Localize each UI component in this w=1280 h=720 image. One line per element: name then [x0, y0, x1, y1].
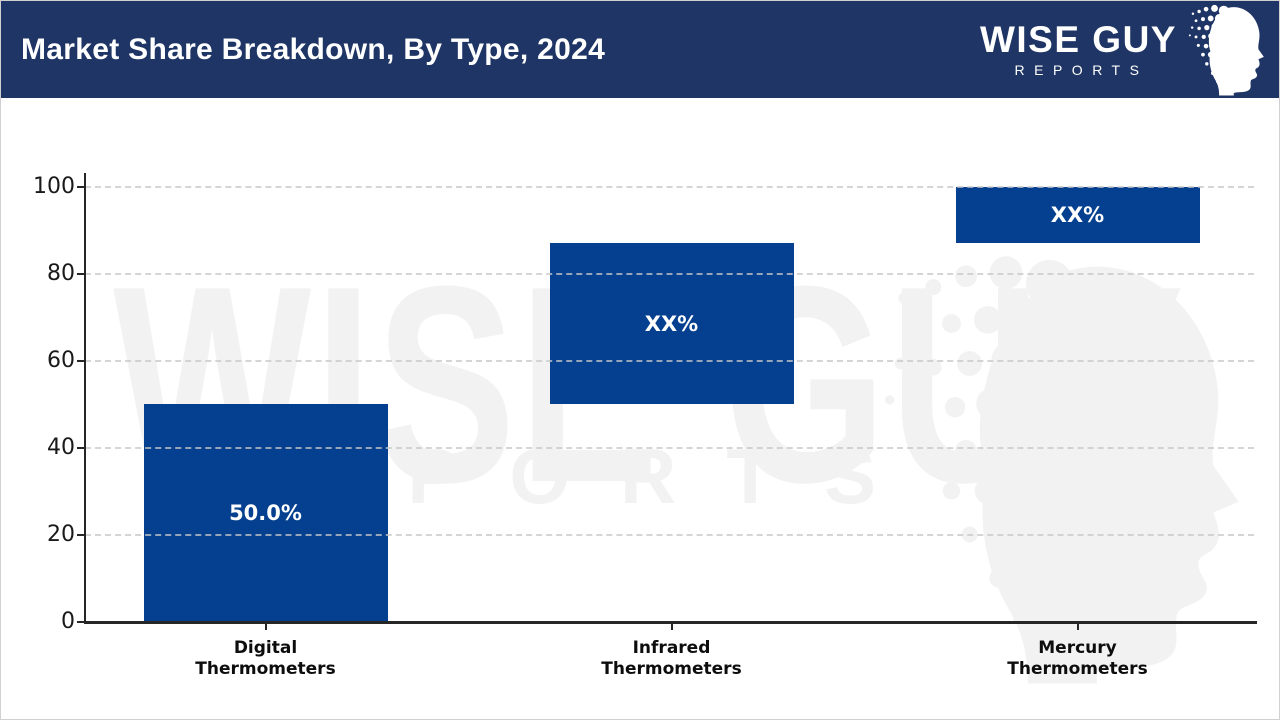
wiseguy-logo-text: WISE GUY REPORTS: [980, 21, 1177, 78]
gridline-100: [85, 186, 1254, 188]
x-category-label: Digital Thermometers: [195, 638, 336, 679]
y-tick-label: 80: [47, 260, 75, 286]
y-tick-label: 40: [47, 434, 75, 460]
x-category-label: Infrared Thermometers: [601, 638, 742, 679]
gridline-60: [85, 359, 1254, 362]
y-tick-label: 0: [61, 608, 75, 634]
y-tick-mark: [77, 446, 85, 449]
bar-2: [549, 243, 794, 405]
gridline-20: [85, 533, 1254, 536]
y-tick-label: 20: [47, 521, 75, 547]
y-axis-spine: [84, 173, 86, 624]
y-tick-mark: [77, 272, 85, 275]
y-tick-label: 60: [47, 347, 75, 373]
y-tick-mark: [77, 359, 85, 362]
x-tick-mark: [264, 623, 267, 630]
x-axis-spine: [84, 621, 1257, 624]
y-tick-label: 100: [33, 174, 75, 199]
wiseguy-logo: WISE GUY REPORTS: [980, 3, 1267, 97]
bar-value-label: XX%: [1050, 203, 1105, 228]
header: Market Share Breakdown, By Type, 2024 WI…: [1, 1, 1279, 98]
x-category-label: Mercury Thermometers: [1007, 638, 1148, 679]
y-tick-mark: [77, 533, 85, 536]
watermark-face-icon: [884, 256, 1239, 684]
bar-3: [955, 187, 1200, 244]
bar-1: [143, 404, 388, 622]
x-tick-mark: [1076, 623, 1079, 630]
page-title: Market Share Breakdown, By Type, 2024: [21, 32, 606, 66]
bar-value-label: XX%: [644, 311, 699, 336]
logo-subname: REPORTS: [1014, 62, 1149, 78]
y-tick-mark: [77, 620, 85, 623]
gridline-80: [85, 272, 1254, 275]
logo-name: WISE GUY: [979, 19, 1177, 60]
x-tick-mark: [670, 623, 673, 630]
bar-value-label: 50.0%: [229, 500, 302, 525]
gridline-40: [85, 446, 1254, 449]
wiseguy-face-icon: [1188, 4, 1264, 95]
y-tick-mark: [77, 186, 85, 188]
